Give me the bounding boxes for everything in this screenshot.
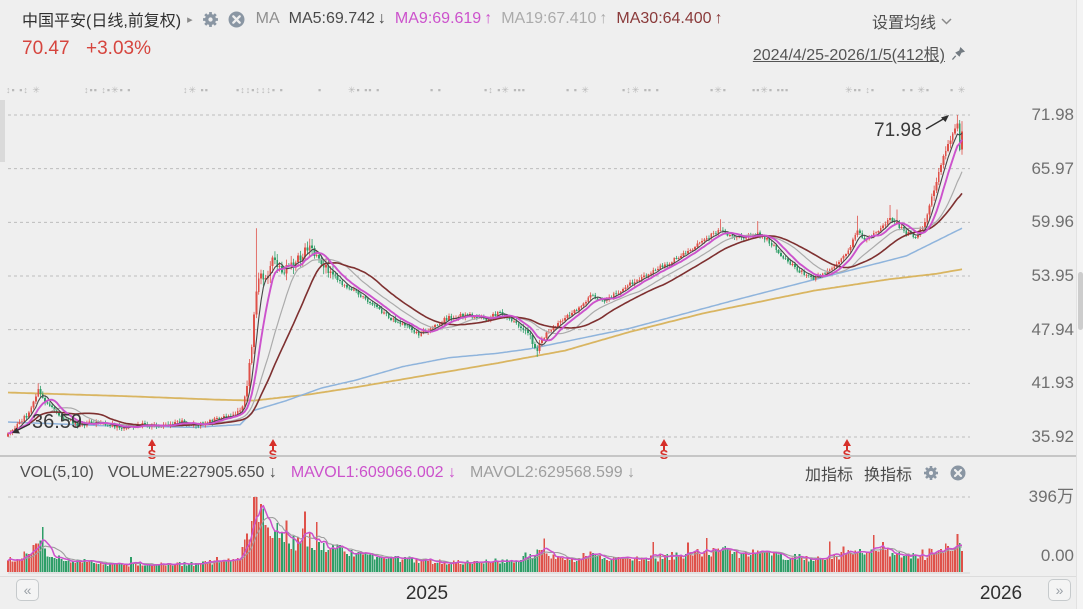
announcement-marker: ▪ bbox=[318, 85, 323, 95]
add-indicator-button[interactable]: 加指标 bbox=[804, 467, 853, 484]
mavol1-readout: MAVOL1:609066.002 ↓ bbox=[290, 464, 456, 481]
switch-indicator-button[interactable]: 换指标 bbox=[863, 467, 912, 484]
volume-close-icon[interactable] bbox=[950, 465, 966, 481]
chevron-down-icon bbox=[941, 17, 952, 25]
ma5-readout: MA5:69.742 ↓ bbox=[288, 10, 386, 27]
announcement-marker: ▪✳▪ bbox=[710, 85, 727, 95]
announcement-marker: ↕▪▪ ↕▪✳▪ ▪ bbox=[84, 85, 132, 95]
volume-bars bbox=[7, 497, 963, 572]
volume-settings-gear-icon[interactable] bbox=[923, 465, 939, 481]
date-range-link[interactable]: 2024/4/25-2026/1/5(412根) bbox=[694, 41, 966, 65]
svg-text:S: S bbox=[148, 447, 157, 462]
mavol1-trend-arrow-icon: ↓ bbox=[447, 464, 456, 481]
ma30-readout: MA30:64.400 ↑ bbox=[616, 10, 723, 27]
svg-text:36.59: 36.59 bbox=[32, 411, 82, 433]
svg-text:S: S bbox=[269, 447, 278, 462]
price-tick-label: 53.95 bbox=[1031, 266, 1074, 285]
pane-divider bbox=[0, 455, 1083, 457]
announcement-marker: ▪↕ ▪✳ ▪▪▪ bbox=[484, 85, 526, 95]
svg-text:S: S bbox=[843, 447, 852, 462]
ma30-trend-arrow-icon: ↑ bbox=[714, 10, 723, 27]
scrollbar-thumb[interactable] bbox=[1078, 272, 1083, 330]
price-change: +3.03% bbox=[86, 38, 151, 59]
gridlines bbox=[8, 114, 970, 574]
volume-ma-lines bbox=[7, 504, 962, 567]
ma-settings-button[interactable]: 设置均线 bbox=[872, 9, 952, 33]
announcement-marker: ▪↕↕▪↕↕↕▪ ▪ bbox=[236, 85, 284, 95]
stock-title[interactable]: 中国平安(日线,前复权) bbox=[22, 13, 182, 30]
chart-header: 中国平安(日线,前复权) ▸ MA MA5:69.742 ↓ MA9:69.619 bbox=[22, 7, 723, 31]
price-tick-label: 35.92 bbox=[1031, 427, 1074, 446]
ma-group-label: MA bbox=[255, 10, 280, 27]
title-caret-icon[interactable]: ▸ bbox=[187, 13, 193, 26]
moving-average-lines bbox=[7, 132, 963, 435]
indicator-close-icon[interactable] bbox=[228, 11, 245, 28]
announcement-marker: ▪ ▪ ✳▪ bbox=[902, 85, 931, 95]
ma5-trend-arrow-icon: ↓ bbox=[377, 10, 386, 27]
last-price: 70.47 bbox=[22, 38, 70, 59]
announcement-marker: ▪▪✳▪ ▪▪▪ bbox=[752, 85, 790, 95]
scrollbar-track[interactable] bbox=[1076, 0, 1083, 609]
volume-tick-label: 396万 bbox=[1028, 487, 1074, 506]
announcement-marker: ▪ ▪ ✳ bbox=[566, 85, 590, 95]
price-tick-label: 65.97 bbox=[1031, 158, 1074, 178]
announcement-marker: ✳▪ ▪▪ ▪ bbox=[348, 85, 381, 95]
price-tick-label: 71.98 bbox=[1031, 105, 1074, 124]
ma9-trend-arrow-icon: ↑ bbox=[484, 10, 493, 27]
pin-icon bbox=[951, 46, 966, 60]
announcement-marker: ↕✳ ▪▪ bbox=[183, 85, 209, 95]
year-label: 2026 bbox=[979, 583, 1023, 604]
announcement-marker: ▪ ▪ bbox=[430, 85, 442, 95]
ma9-readout: MA9:69.619 ↑ bbox=[394, 10, 493, 27]
price-tick-label: 41.93 bbox=[1031, 373, 1074, 393]
indicator-settings-gear-icon[interactable] bbox=[202, 11, 219, 28]
volume-indicator-label: VOL(5,10) bbox=[20, 464, 94, 481]
volume-header: VOL(5,10) VOLUME:227905.650 ↓ MAVOL1:609… bbox=[20, 462, 635, 484]
chart-annotations: 71.98 36.59 S S S S bbox=[12, 115, 949, 462]
ma19-trend-arrow-icon: ↑ bbox=[599, 10, 608, 27]
scroll-left-button[interactable]: « bbox=[16, 579, 39, 601]
volume-readout: VOLUME:227905.650 ↓ bbox=[107, 464, 277, 481]
year-label: 2025 bbox=[405, 583, 449, 604]
price-tick-label: 47.94 bbox=[1031, 319, 1074, 339]
announcement-marker: ▪↕✳ ▪▪ ▪ bbox=[622, 85, 660, 95]
price-tick-label: 59.96 bbox=[1031, 212, 1074, 232]
volume-header-controls: 加指标 换指标 bbox=[760, 462, 966, 484]
svg-text:71.98: 71.98 bbox=[874, 120, 922, 141]
mavol2-readout: MAVOL2:629568.599 ↓ bbox=[469, 464, 636, 481]
svg-text:S: S bbox=[660, 447, 669, 462]
long-moving-average-lines bbox=[7, 227, 963, 429]
announcement-marker: ↕▪ ▪↕ ✳ bbox=[6, 85, 41, 95]
announcement-marker: ▪ ✳ bbox=[950, 85, 967, 95]
volume-trend-arrow-icon: ↓ bbox=[268, 464, 277, 481]
ma19-readout: MA19:67.410 ↑ bbox=[501, 10, 608, 27]
scroll-right-button[interactable]: » bbox=[1048, 579, 1071, 601]
time-axis bbox=[0, 576, 1083, 609]
announcement-marker: ✳▪▪ ↕▪ bbox=[845, 85, 876, 95]
mavol2-trend-arrow-icon: ↓ bbox=[627, 464, 636, 481]
volume-tick-label: 0.00 bbox=[1040, 546, 1074, 565]
event-marker-row: ↕▪ ▪↕ ✳ ↕▪▪ ↕▪✳▪ ▪ ↕✳ ▪▪ ▪↕↕▪↕↕↕▪ ▪ ▪ ✳▪ ▪▪ ▪… bbox=[0, 83, 972, 99]
left-edge-strip bbox=[0, 100, 5, 162]
